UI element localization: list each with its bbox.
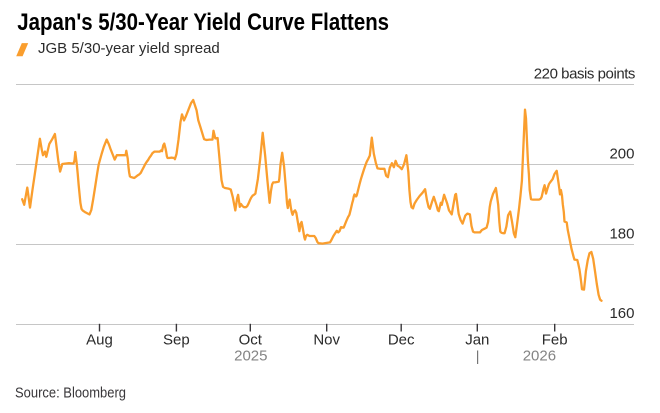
svg-text:Jan: Jan	[465, 332, 489, 349]
svg-text:200: 200	[609, 146, 634, 163]
svg-text:160: 160	[609, 305, 634, 322]
svg-text:2025: 2025	[234, 348, 267, 365]
svg-text:180: 180	[609, 226, 634, 243]
svg-text:Aug: Aug	[86, 332, 113, 349]
svg-text:Sep: Sep	[163, 332, 190, 349]
svg-text:Japan's 5/30-Year Yield Curve: Japan's 5/30-Year Yield Curve Flattens	[17, 8, 389, 35]
svg-text:Dec: Dec	[388, 332, 415, 349]
svg-text:Nov: Nov	[313, 332, 340, 349]
svg-text:JGB 5/30-year yield spread: JGB 5/30-year yield spread	[38, 40, 220, 57]
svg-text:2026: 2026	[523, 348, 556, 365]
svg-text:Source: Bloomberg: Source: Bloomberg	[15, 385, 126, 401]
svg-text:Oct: Oct	[239, 332, 263, 349]
svg-text:220 basis points: 220 basis points	[534, 66, 635, 83]
svg-text:Feb: Feb	[542, 332, 568, 349]
